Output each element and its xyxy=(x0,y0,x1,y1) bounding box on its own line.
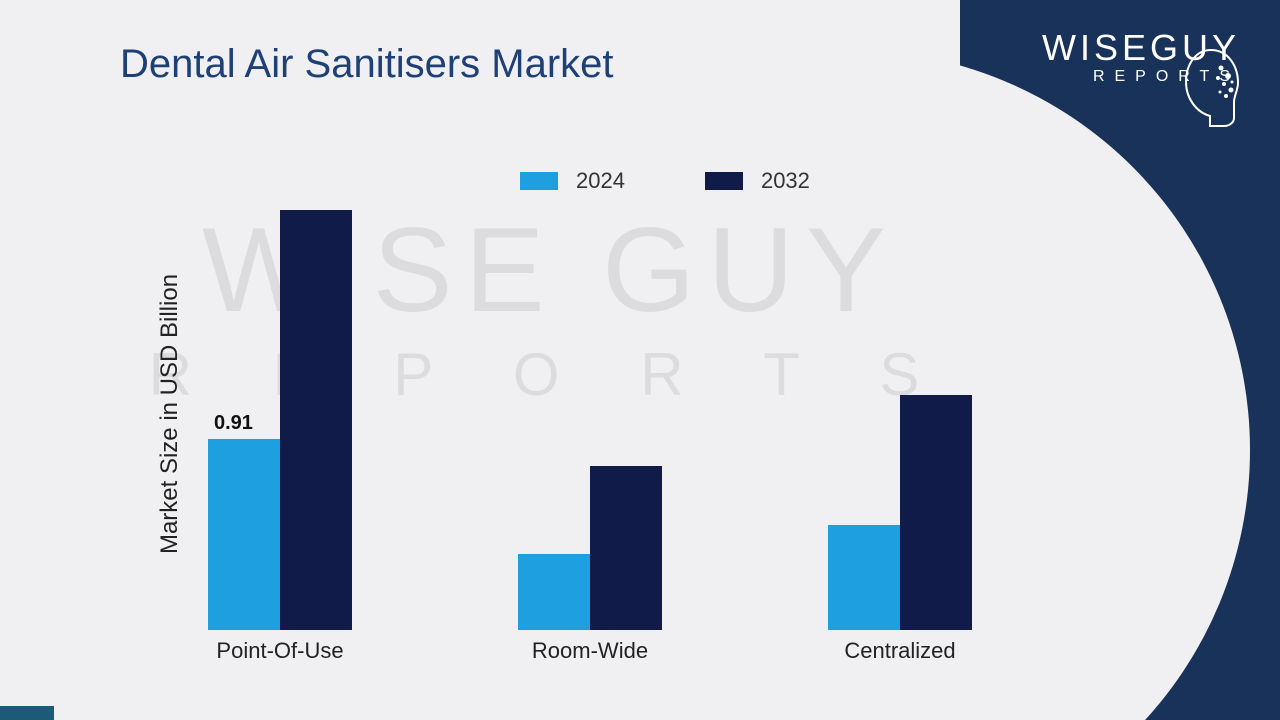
bar xyxy=(518,554,590,630)
bar xyxy=(590,466,662,630)
bar-group xyxy=(820,395,980,630)
bar xyxy=(900,395,972,630)
legend-label-2024: 2024 xyxy=(576,168,625,194)
legend-item-2032: 2032 xyxy=(705,168,810,194)
chart-title: Dental Air Sanitisers Market xyxy=(120,42,614,87)
legend-label-2032: 2032 xyxy=(761,168,810,194)
bar xyxy=(280,210,352,630)
brand-head-icon xyxy=(1176,48,1246,128)
bar-value-label: 0.91 xyxy=(214,412,253,435)
y-axis-label: Market Size in USD Billion xyxy=(156,274,184,554)
chart-plot: 0.91 Point-Of-UseRoom-WideCentralized xyxy=(130,210,1000,630)
bar-group xyxy=(510,466,670,630)
bar xyxy=(828,525,900,630)
legend-swatch-2032 xyxy=(705,172,743,190)
brand-logo: WISEGUY REPORTS xyxy=(1042,30,1240,86)
x-tick-label: Point-Of-Use xyxy=(200,638,360,664)
legend-swatch-2024 xyxy=(520,172,558,190)
x-tick-label: Centralized xyxy=(820,638,980,664)
legend-item-2024: 2024 xyxy=(520,168,625,194)
x-tick-label: Room-Wide xyxy=(510,638,670,664)
legend: 2024 2032 xyxy=(520,168,810,194)
bar xyxy=(208,439,280,630)
footer-accent xyxy=(0,706,54,720)
